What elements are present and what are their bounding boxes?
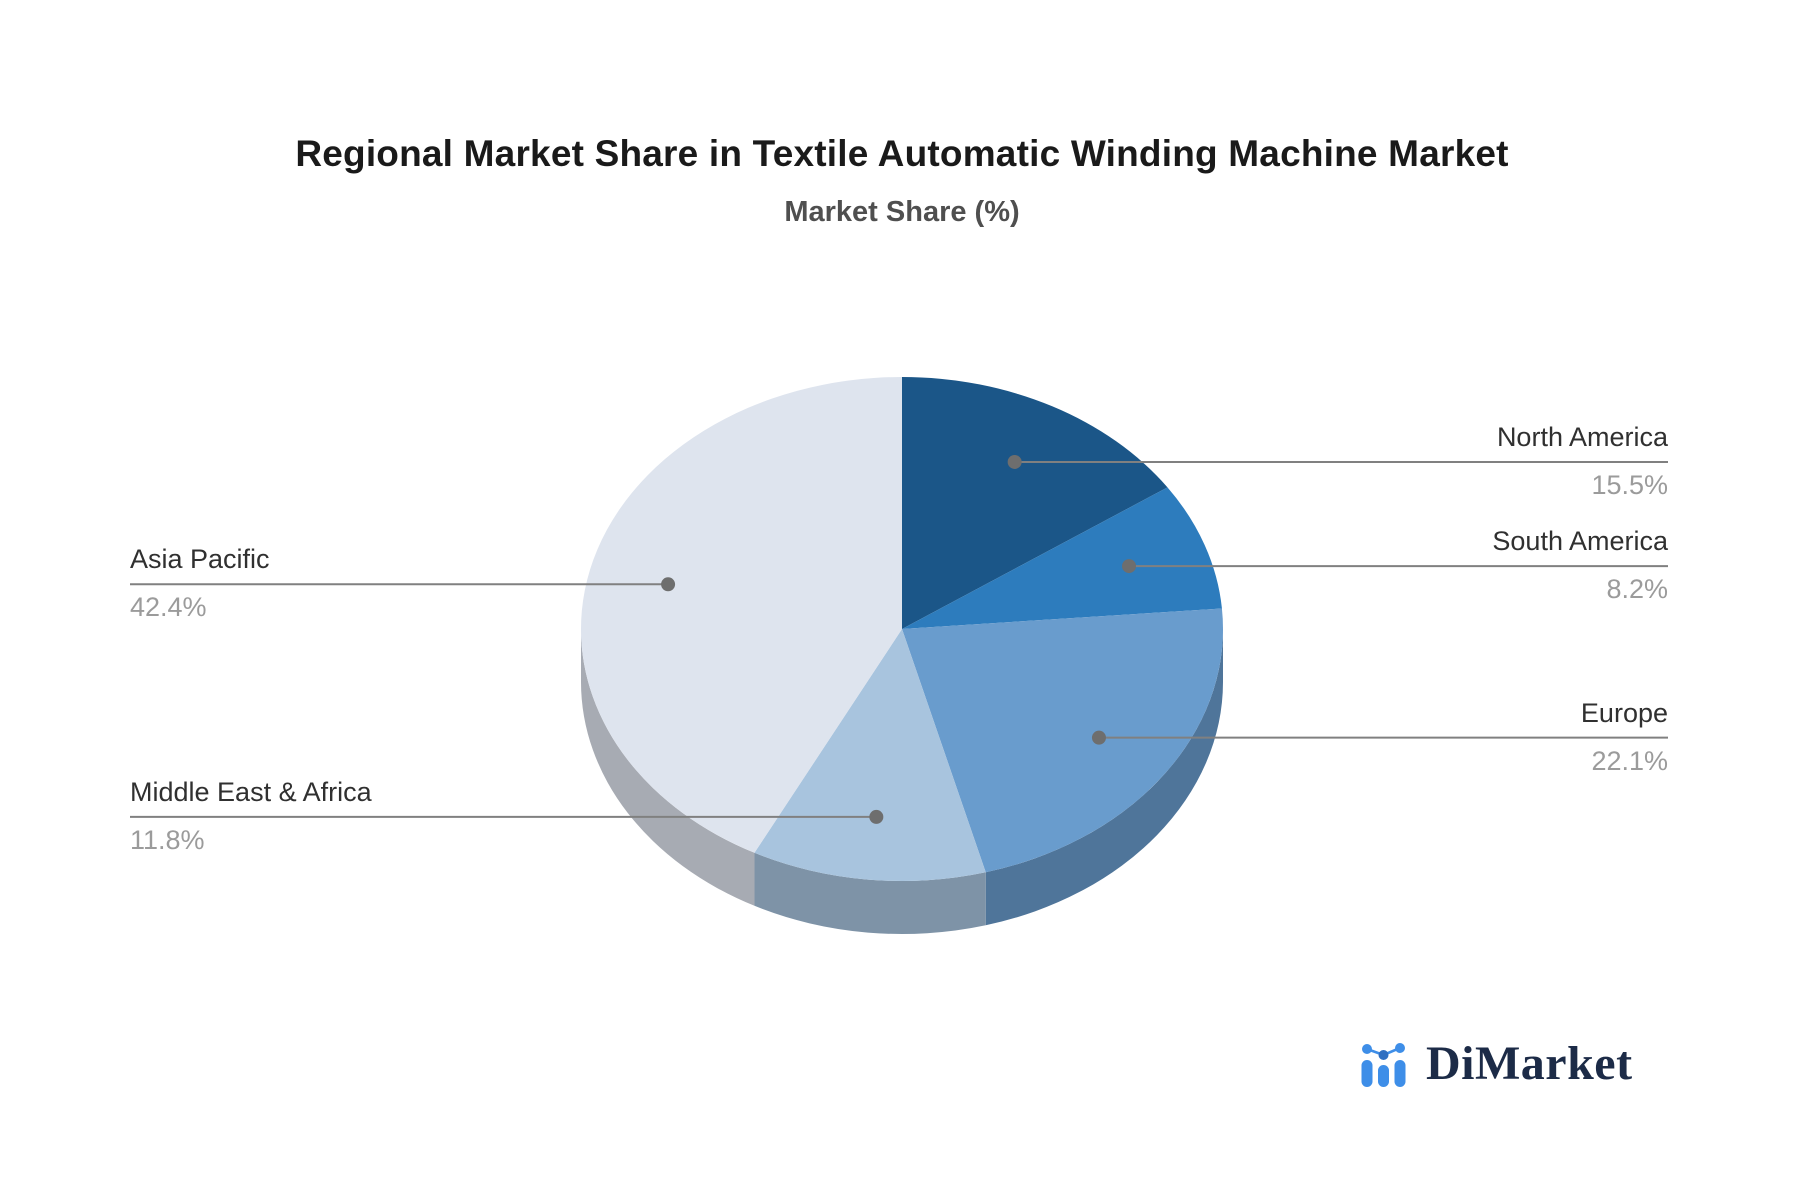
leader-dot-europe	[1091, 730, 1106, 745]
pie-slice-depth-asia-pacific	[581, 629, 755, 906]
leader-dot-north-america	[1007, 454, 1022, 469]
chart-subtitle: Market Share (%)	[784, 196, 1020, 228]
slice-label: Asia Pacific	[130, 544, 270, 575]
callout-asia-pacific: Asia Pacific 42.4%	[130, 542, 560, 622]
callout-middle-east-africa: Middle East & Africa 11.8%	[130, 775, 560, 855]
brand-logo-text: DiMarket	[1426, 1037, 1633, 1090]
callout-south-america: South America 8.2%	[1238, 524, 1668, 604]
slice-label: Europe	[1580, 697, 1668, 728]
slice-value: 15.5%	[1591, 469, 1668, 500]
slice-label: North America	[1496, 421, 1668, 452]
logo-dot	[1395, 1042, 1405, 1053]
callout-europe: Europe 22.1%	[1238, 696, 1668, 776]
chart-title: Regional Market Share in Textile Automat…	[295, 133, 1509, 174]
pie-slice-north-america	[902, 377, 1168, 629]
leader-dot-asia-pacific	[661, 577, 676, 592]
logo-bar	[1394, 1059, 1406, 1087]
pie-slice-depth-europe	[985, 629, 1223, 926]
brand-logo: DiMarket	[1358, 1036, 1633, 1091]
logo-dot	[1378, 1049, 1389, 1060]
slice-label: Middle East & Africa	[130, 776, 372, 807]
pie-slice-middle-east-africa	[754, 629, 986, 881]
slice-value: 8.2%	[1606, 574, 1668, 605]
logo-dot	[1362, 1043, 1372, 1054]
pie-slice-europe	[902, 608, 1223, 873]
slice-value: 11.8%	[130, 824, 205, 855]
logo-icon	[1361, 1042, 1406, 1087]
leader-dot-south-america	[1122, 559, 1137, 574]
pie-slice-asia-pacific	[580, 377, 902, 853]
logo-bar	[1361, 1059, 1373, 1087]
pie-slice-depth-middle-east-africa	[754, 852, 986, 934]
slice-value: 22.1%	[1591, 745, 1668, 776]
logo-bar	[1378, 1064, 1389, 1087]
slice-value: 42.4%	[130, 592, 207, 623]
slice-label: South America	[1492, 526, 1668, 557]
leader-dot-middle-east-africa	[869, 809, 884, 824]
callout-north-america: North America 15.5%	[1238, 420, 1668, 500]
pie-slice-south-america	[902, 487, 1222, 629]
